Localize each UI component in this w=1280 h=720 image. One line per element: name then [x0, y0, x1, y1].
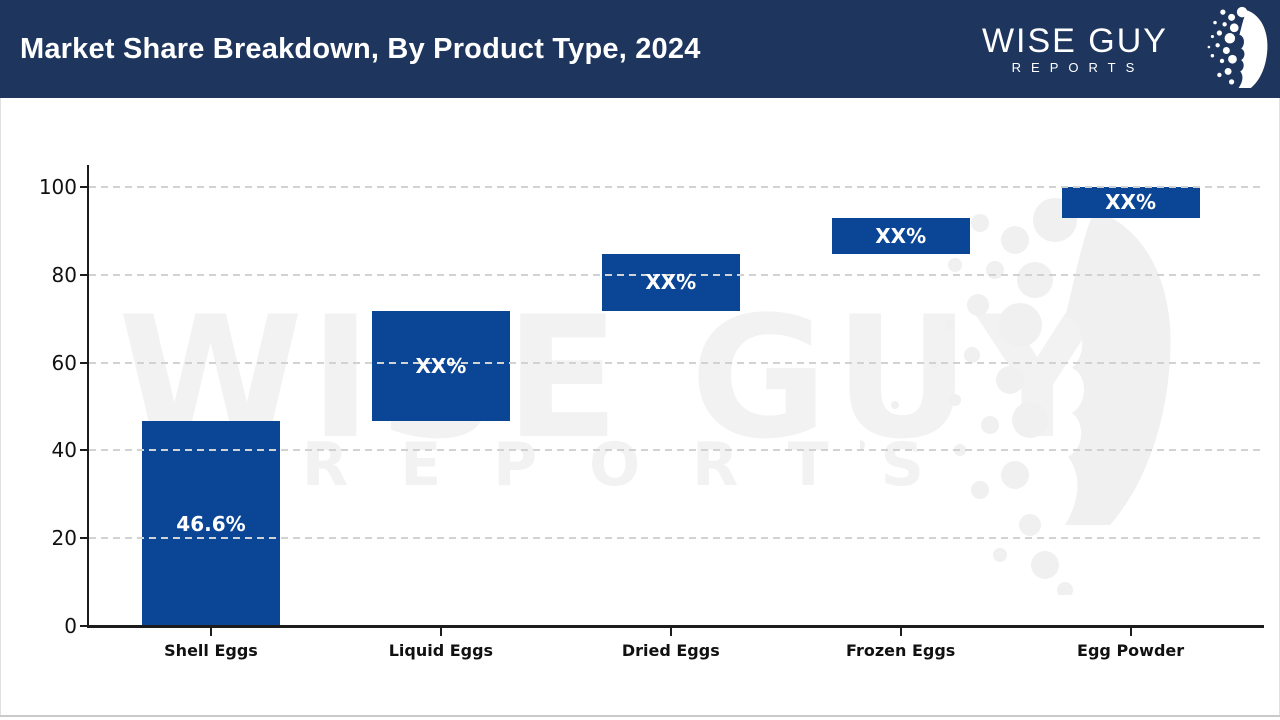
x-axis-tick	[210, 628, 212, 636]
x-axis-category-label: Dried Eggs	[621, 641, 720, 660]
chart-title: Market Share Breakdown, By Product Type,…	[20, 32, 701, 65]
x-axis-tick	[899, 628, 902, 636]
x-axis-category-label: Liquid Eggs	[388, 641, 494, 660]
bar-value-label: XX%	[645, 270, 697, 295]
y-axis-tick-label: 80	[51, 262, 77, 287]
y-axis-tick-label: 40	[51, 438, 77, 463]
x-axis-tick	[669, 628, 672, 636]
y-axis-tick	[80, 361, 88, 364]
gridline	[89, 186, 1263, 188]
y-axis-tick-label: 60	[51, 350, 77, 375]
gridline	[89, 537, 1263, 540]
header-bar: Market Share Breakdown, By Product Type,…	[0, 0, 1280, 98]
bar-egg-powder	[1061, 187, 1200, 218]
bar-liquid-eggs	[371, 310, 510, 422]
watermark-head-icon	[855, 195, 1190, 599]
y-axis-tick	[80, 537, 88, 540]
brand-subname: REPORTS	[1011, 59, 1145, 75]
x-axis-tick	[1129, 628, 1132, 636]
brand-logo-text: WISE GUY REPORTS	[982, 24, 1168, 75]
x-axis-line	[87, 625, 1264, 628]
y-axis-tick	[80, 186, 88, 188]
watermark-text-line2: REPORTS	[302, 430, 976, 500]
y-axis-tick-label: 0	[64, 614, 77, 638]
y-axis-tick-label: 100	[38, 175, 77, 199]
y-axis-tick-label: 20	[51, 526, 77, 551]
brand-logo: WISE GUY REPORTS	[982, 1, 1280, 97]
bar-frozen-eggs	[831, 217, 970, 254]
bar-value-label: XX%	[875, 223, 927, 248]
gridline	[89, 449, 1263, 452]
x-axis-category-label: Egg Powder	[1077, 641, 1185, 660]
bar-value-label: XX%	[1105, 190, 1157, 215]
gridline	[89, 361, 1263, 364]
bar-value-label: 46.6%	[176, 511, 246, 536]
y-axis-tick	[80, 625, 88, 627]
x-axis-category-label: Shell Eggs	[164, 641, 258, 660]
bar-shell-eggs	[142, 421, 280, 626]
x-axis-category-label: Frozen Eggs	[846, 641, 956, 660]
brand-name: WISE GUY	[981, 21, 1168, 60]
gridline	[89, 273, 1263, 276]
y-axis-line	[87, 165, 89, 627]
x-axis-tick	[439, 628, 442, 636]
brand-head-icon	[1174, 1, 1270, 97]
y-axis-tick	[80, 273, 88, 276]
bar-value-label: XX%	[415, 354, 467, 379]
footer-divider	[0, 715, 1280, 717]
bar-dried-eggs	[601, 253, 740, 311]
y-axis-tick	[80, 449, 88, 452]
